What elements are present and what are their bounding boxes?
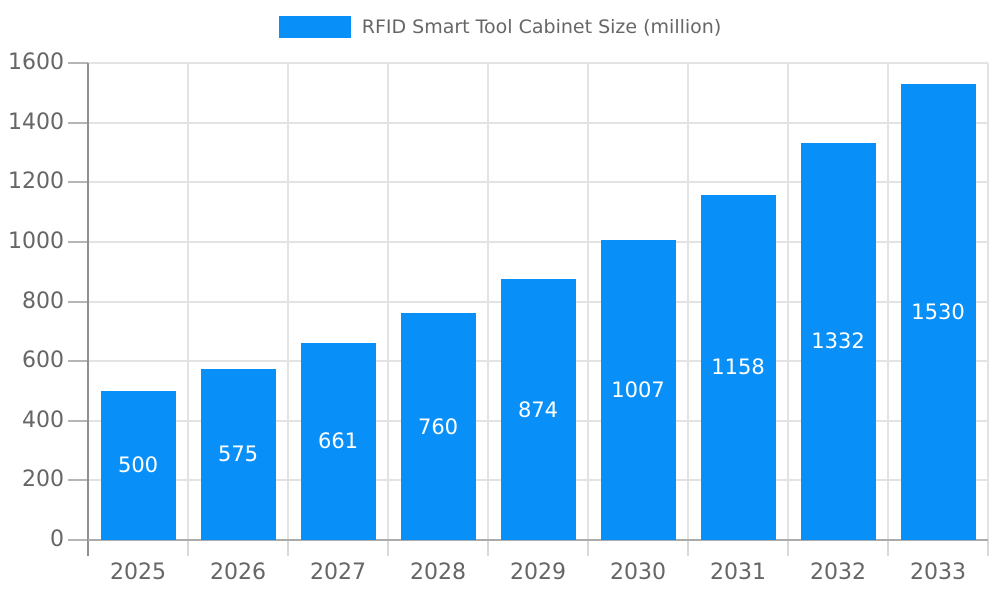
- v-gridline: [987, 63, 989, 540]
- x-axis-tick: [187, 540, 189, 556]
- x-axis-label: 2029: [510, 560, 566, 585]
- x-axis-label: 2032: [810, 560, 866, 585]
- bar-2033[interactable]: 1530: [900, 83, 976, 540]
- x-axis-tick: [887, 540, 889, 556]
- h-gridline: [88, 240, 988, 243]
- x-axis-label: 2028: [410, 560, 466, 585]
- y-axis-tick: [68, 539, 88, 541]
- bar-2028[interactable]: 760: [400, 313, 476, 540]
- legend-label[interactable]: RFID Smart Tool Cabinet Size (million): [361, 16, 722, 38]
- y-axis-label: 800: [22, 288, 64, 314]
- y-axis-label: 0: [50, 527, 64, 552]
- bar-2030[interactable]: 1007: [600, 239, 676, 540]
- v-gridline: [587, 63, 589, 540]
- x-axis-label: 2030: [610, 560, 666, 585]
- bar-2032[interactable]: 1332: [800, 142, 876, 540]
- h-gridline: [88, 62, 988, 64]
- y-axis-tick: [68, 300, 88, 303]
- x-axis-label: 2025: [110, 560, 166, 585]
- x-axis-tick: [487, 540, 489, 556]
- bar-value-label: 1158: [711, 355, 765, 380]
- x-axis-label: 2033: [910, 560, 966, 585]
- bar-value-label: 1530: [911, 299, 965, 324]
- bar-value-label: 1332: [811, 329, 865, 354]
- x-axis-label: 2026: [210, 560, 266, 585]
- bar-value-label: 661: [317, 429, 359, 454]
- bar-value-label: 874: [517, 397, 559, 422]
- bar-2027[interactable]: 661: [300, 342, 376, 540]
- bar-value-label: 575: [217, 442, 259, 467]
- v-gridline: [887, 63, 889, 540]
- y-axis-line: [87, 63, 89, 556]
- h-gridline: [88, 181, 988, 184]
- y-axis-tick: [68, 240, 88, 243]
- y-axis-label: 1600: [8, 50, 64, 75]
- y-axis-tick: [68, 479, 88, 482]
- v-gridline: [187, 63, 189, 540]
- v-gridline: [387, 63, 389, 540]
- x-axis-label: 2027: [310, 560, 366, 585]
- x-axis-tick: [687, 540, 689, 556]
- y-axis-tick: [68, 181, 88, 184]
- y-axis-label: 600: [22, 348, 64, 374]
- v-gridline: [487, 63, 489, 540]
- bar-2029[interactable]: 874: [500, 279, 576, 540]
- y-axis-label: 200: [22, 467, 64, 493]
- bar-2026[interactable]: 575: [200, 368, 276, 540]
- y-axis-tick: [68, 419, 88, 422]
- y-axis-label: 1000: [8, 228, 64, 254]
- h-gridline: [88, 121, 988, 124]
- v-gridline: [787, 63, 789, 540]
- y-axis-label: 1400: [8, 109, 64, 135]
- bar-value-label: 1007: [611, 377, 665, 402]
- y-axis-label: 400: [22, 407, 64, 433]
- x-axis-tick: [387, 540, 389, 556]
- bar-2031[interactable]: 1158: [700, 194, 776, 540]
- bar-value-label: 500: [117, 453, 159, 478]
- y-axis-tick: [68, 121, 88, 124]
- legend-swatch[interactable]: [278, 16, 351, 38]
- bar-value-label: 760: [417, 414, 459, 439]
- y-axis-label: 1200: [8, 169, 64, 195]
- x-axis-label: 2031: [710, 560, 766, 585]
- x-axis-tick: [987, 540, 989, 556]
- x-axis-tick: [587, 540, 589, 556]
- x-axis-tick: [287, 540, 289, 556]
- y-axis-tick: [68, 360, 88, 363]
- v-gridline: [687, 63, 689, 540]
- x-axis-tick: [787, 540, 789, 556]
- v-gridline: [287, 63, 289, 540]
- chart-legend: RFID Smart Tool Cabinet Size (million): [0, 16, 1000, 38]
- x-axis-line: [88, 539, 988, 541]
- y-axis-tick: [68, 62, 88, 64]
- bar-2025[interactable]: 500: [100, 390, 176, 540]
